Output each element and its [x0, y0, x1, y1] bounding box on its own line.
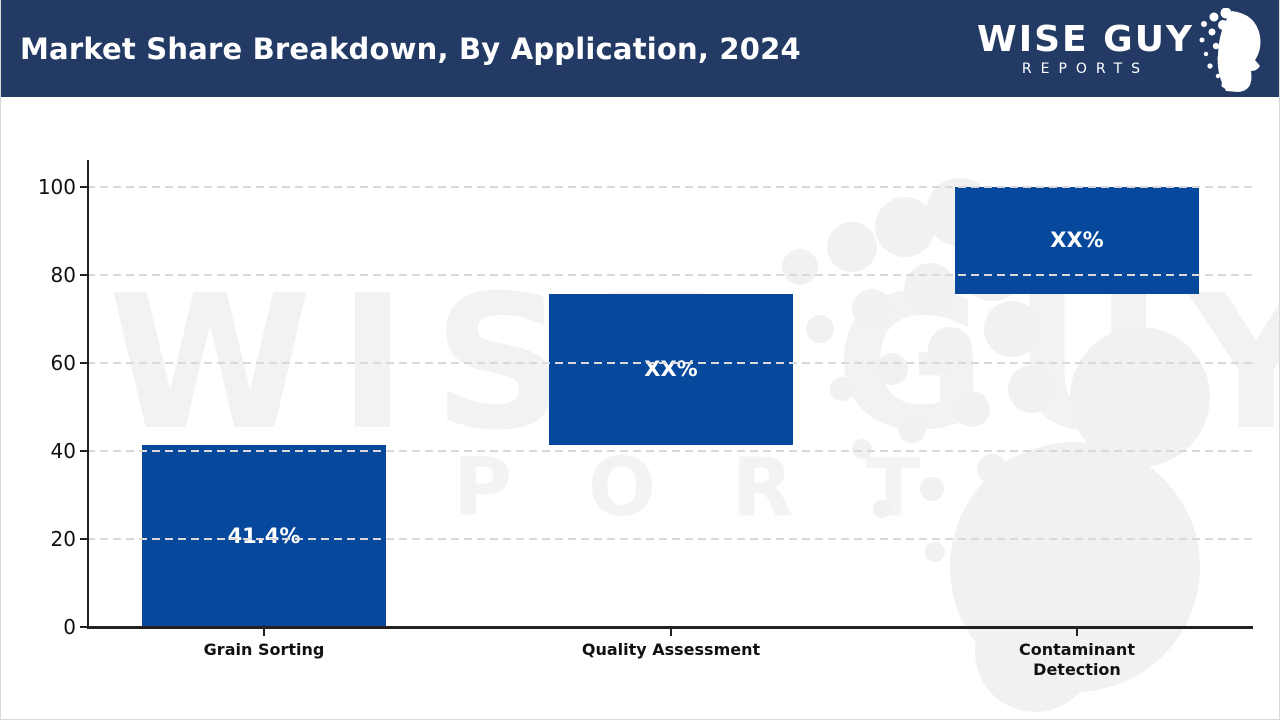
header-bar: Market Share Breakdown, By Application, …: [0, 0, 1280, 97]
bar-contaminant-detection: XX%: [955, 187, 1199, 294]
y-tick-label: 20: [50, 527, 76, 551]
y-tick-label: 0: [63, 615, 76, 639]
brand-subtitle: REPORTS: [1021, 61, 1150, 77]
y-axis-tick: [80, 274, 87, 276]
y-axis-line: [87, 160, 89, 629]
x-category-label: Grain Sorting: [203, 640, 325, 659]
y-tick-label: 100: [37, 175, 76, 199]
y-tick-label: 60: [50, 351, 76, 375]
y-tick-label: 80: [50, 263, 76, 287]
chart-title: Market Share Breakdown, By Application, …: [20, 31, 801, 66]
y-axis-tick: [80, 450, 87, 452]
gridline-20: [87, 538, 1253, 540]
plot-area: WISE GUY REPORTS 41.4%XX%XX%020406080100…: [0, 97, 1280, 720]
bar-quality-assessment: XX%: [549, 293, 793, 445]
bar-value-label: XX%: [644, 357, 698, 382]
brand-name: WISE GUY: [976, 19, 1194, 60]
y-axis-tick: [80, 626, 87, 628]
x-axis-line: [87, 626, 1253, 629]
bar-grain-sorting: 41.4%: [142, 444, 386, 627]
x-axis-tick: [1076, 629, 1078, 636]
y-axis-tick: [80, 186, 87, 188]
x-axis-tick: [670, 629, 672, 636]
gridline-40: [87, 450, 1253, 452]
gridline-100: [87, 186, 1253, 188]
x-category-label: Quality Assessment: [581, 640, 761, 659]
gridline-80: [87, 274, 1253, 276]
y-axis-tick: [80, 362, 87, 364]
brand-face-icon: [1199, 8, 1261, 92]
bar-value-label: 41.4%: [227, 523, 301, 548]
brand-logo: WISE GUY REPORTS: [977, 6, 1266, 92]
x-axis-tick: [263, 629, 265, 636]
gridline-60: [87, 362, 1253, 364]
x-category-label: Contaminant Detection: [1019, 640, 1135, 679]
y-tick-label: 40: [50, 439, 76, 463]
bar-value-label: XX%: [1050, 228, 1104, 253]
y-axis-tick: [80, 538, 87, 540]
